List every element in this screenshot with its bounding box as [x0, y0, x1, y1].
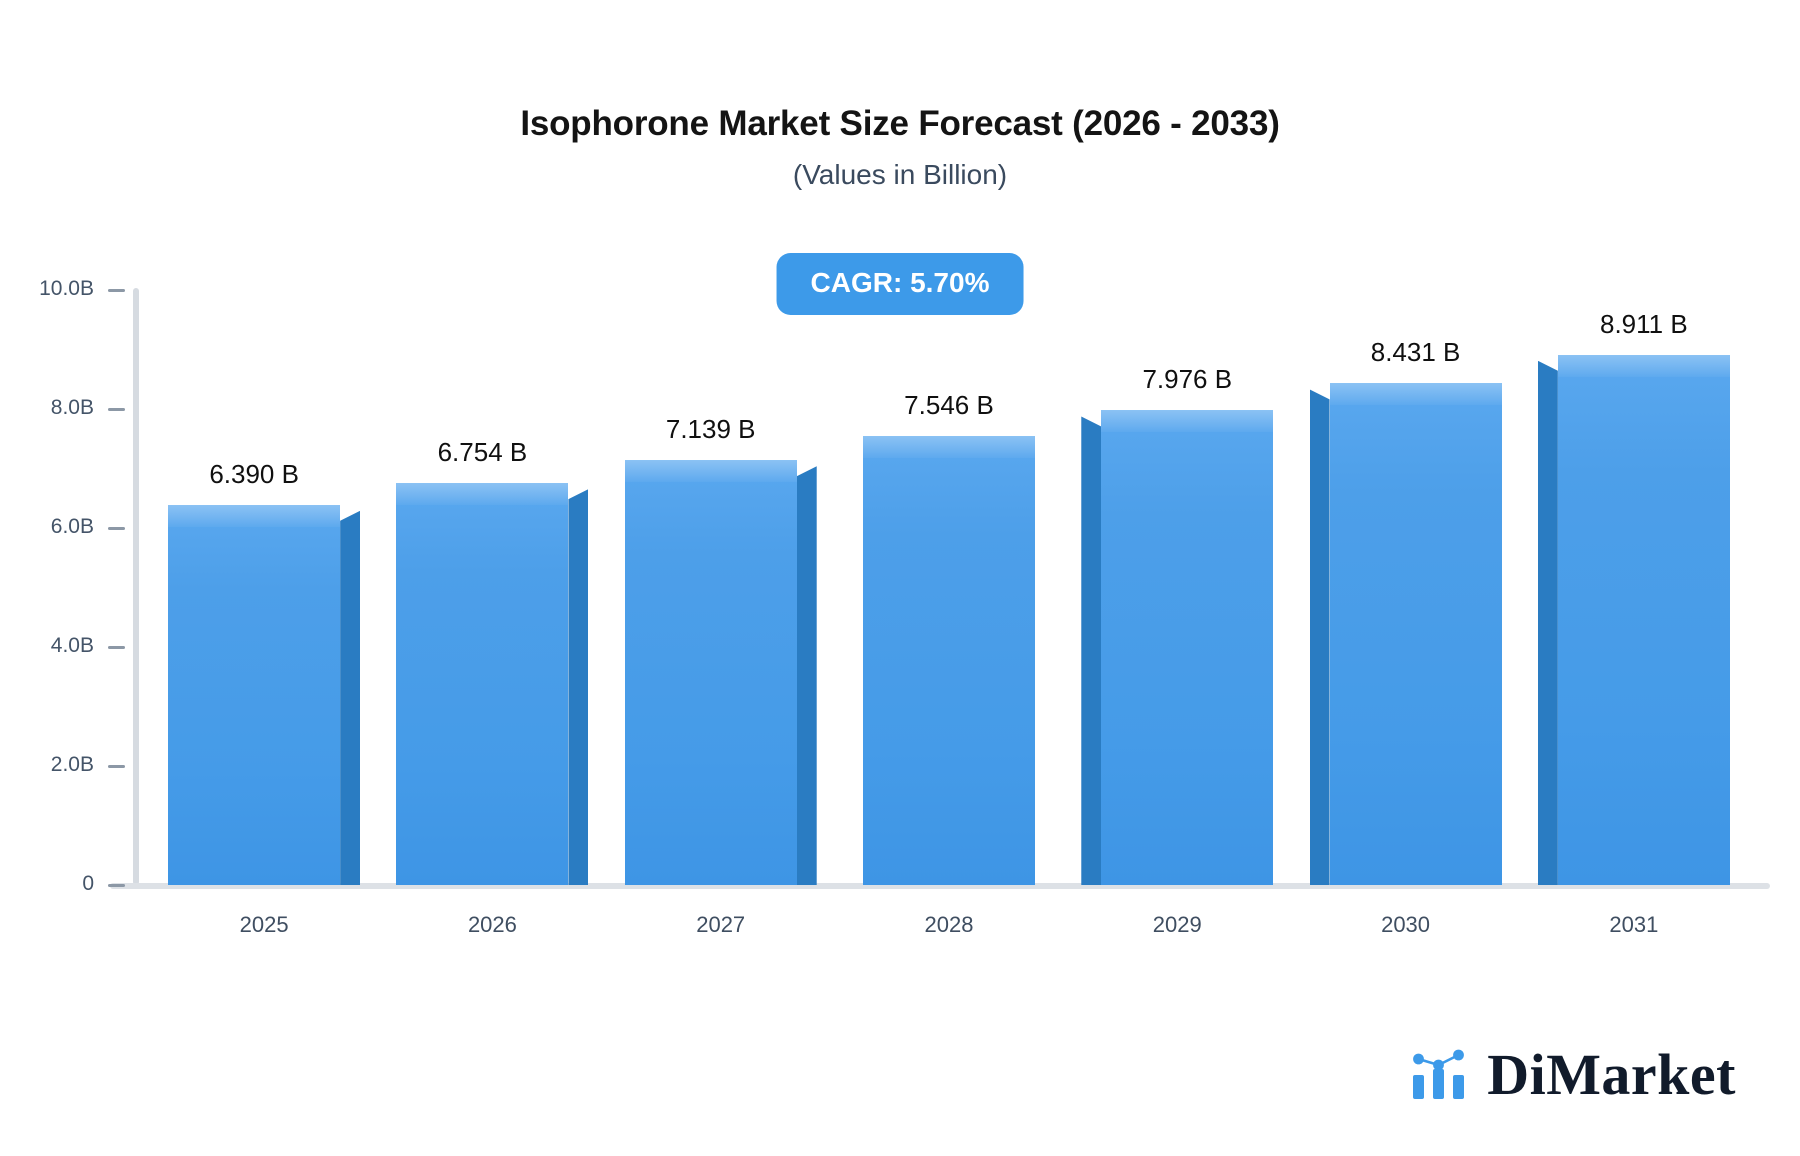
y-axis-tick-label: 10.0B	[39, 277, 94, 300]
bar-column[interactable]	[1309, 383, 1502, 885]
brand-logo: DiMarket	[1411, 1046, 1736, 1104]
x-axis-label: 2028	[924, 912, 974, 937]
cagr-badge: CAGR: 5.70%	[776, 253, 1024, 315]
bar-front-face	[1557, 354, 1730, 885]
y-axis-tick-label: 6.0B	[50, 515, 94, 538]
bar-front-face	[624, 460, 797, 885]
x-axis-baseline	[110, 883, 1770, 889]
bar-value-label: 6.754 B	[437, 437, 528, 468]
bar-value-label: 7.546 B	[904, 390, 994, 420]
x-axis-label: 2025	[239, 912, 289, 937]
bar-top-highlight	[168, 504, 341, 527]
y-axis-tick-label: 8.0B	[50, 396, 94, 419]
bar-column[interactable]	[1081, 410, 1274, 885]
bar-front-face	[168, 504, 341, 885]
bar-column[interactable]	[168, 504, 361, 885]
bar-top-highlight	[863, 436, 1035, 459]
bar-top-highlight	[1557, 354, 1730, 377]
y-axis-tick-label: 2.0B	[50, 753, 94, 776]
y-axis-tick-mark	[108, 883, 125, 887]
chart-header: Isophorone Market Size Forecast (2026 - …	[0, 0, 1800, 190]
y-axis-tick-mark	[108, 526, 125, 530]
bar-side-face	[340, 510, 361, 885]
bar-front-face	[396, 483, 569, 885]
brand-logo-text: DiMarket	[1487, 1042, 1736, 1107]
bar-front-face	[1101, 410, 1274, 885]
bar-top-highlight	[1101, 410, 1274, 433]
bar-column[interactable]	[863, 436, 1035, 885]
y-axis-tick-mark	[108, 288, 125, 292]
y-axis-line	[133, 288, 139, 885]
bar-top-highlight	[1329, 383, 1502, 406]
y-axis-tick-label: 0	[82, 872, 94, 895]
x-axis-label: 2027	[696, 912, 746, 937]
bar-value-label: 8.911 B	[1599, 308, 1688, 339]
bar-top-highlight	[396, 483, 569, 506]
x-axis-label: 2029	[1152, 912, 1202, 937]
bar-column[interactable]	[396, 483, 589, 885]
bar-value-label: 8.431 B	[1370, 337, 1461, 368]
bar-value-label: 7.139 B	[665, 414, 756, 445]
bar-value-label: 6.390 B	[209, 458, 299, 489]
y-axis-tick-mark	[108, 645, 125, 649]
bar-top-highlight	[624, 460, 797, 483]
bar-chart-dots-icon	[1413, 1049, 1465, 1099]
bar-value-label: 7.976 B	[1142, 364, 1233, 395]
bar-front-face	[863, 436, 1035, 885]
y-axis-tick-label: 4.0B	[50, 634, 94, 657]
y-axis-tick-mark	[108, 764, 125, 768]
chart-subtitle: (Values in Billion)	[792, 158, 1008, 190]
bar-side-face	[1081, 416, 1102, 885]
bar-side-face	[1309, 389, 1330, 885]
page-title: Isophorone Market Size Forecast (2026 - …	[520, 104, 1280, 143]
bar-column[interactable]	[624, 460, 817, 885]
x-axis-label: 2031	[1609, 912, 1659, 937]
bar-side-face	[1537, 360, 1558, 885]
bar-side-face	[568, 489, 589, 885]
x-axis-label: 2030	[1381, 912, 1431, 937]
bar-column[interactable]	[1537, 354, 1730, 885]
y-axis-tick-mark	[108, 407, 125, 411]
x-axis-label: 2026	[467, 912, 517, 937]
bar-side-face	[796, 466, 817, 885]
bar-front-face	[1329, 383, 1502, 885]
